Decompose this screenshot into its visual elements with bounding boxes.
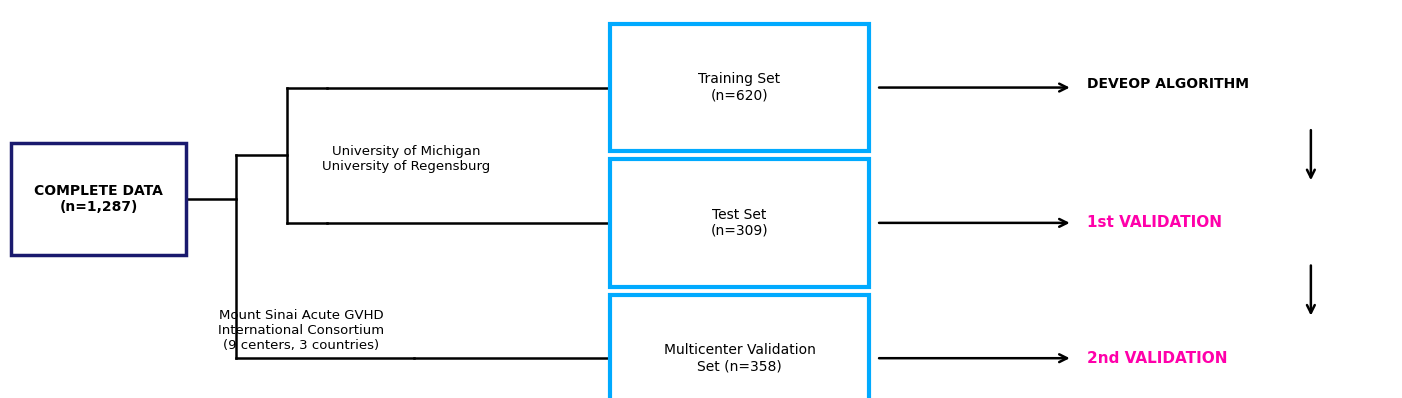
Text: University of Michigan
University of Regensburg: University of Michigan University of Reg… (322, 145, 491, 173)
FancyBboxPatch shape (610, 159, 869, 287)
Text: Training Set
(n=620): Training Set (n=620) (698, 72, 781, 103)
FancyBboxPatch shape (11, 143, 186, 255)
Text: DEVEOP ALGORITHM: DEVEOP ALGORITHM (1087, 76, 1249, 91)
Text: Mount Sinai Acute GVHD
International Consortium
(9 centers, 3 countries): Mount Sinai Acute GVHD International Con… (219, 309, 384, 352)
Text: 1st VALIDATION: 1st VALIDATION (1087, 215, 1221, 230)
Text: COMPLETE DATA
(n=1,287): COMPLETE DATA (n=1,287) (35, 184, 163, 214)
FancyBboxPatch shape (610, 295, 869, 398)
FancyBboxPatch shape (610, 24, 869, 151)
Text: Test Set
(n=309): Test Set (n=309) (711, 208, 768, 238)
Text: 2nd VALIDATION: 2nd VALIDATION (1087, 351, 1227, 366)
Text: Multicenter Validation
Set (n=358): Multicenter Validation Set (n=358) (663, 343, 816, 373)
